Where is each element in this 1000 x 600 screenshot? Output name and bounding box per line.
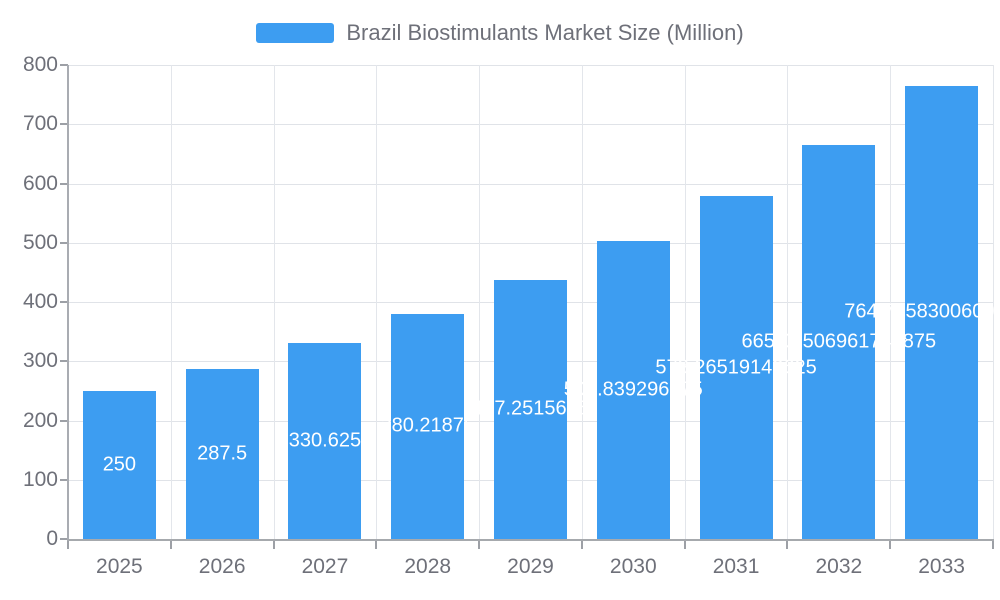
x-axis-tick [992,541,994,549]
bar-value-label: 764.75583006003156 [844,300,1000,323]
bar[interactable] [185,368,259,539]
bar[interactable] [494,279,567,539]
y-tick-label: 800 [22,53,58,76]
gridline-v [890,65,892,539]
y-axis-tick [60,64,68,66]
bar[interactable] [802,144,876,539]
bar-value-label: 502.839296875 [563,378,703,401]
gridline-v [170,65,172,539]
gridline-h [68,124,993,126]
x-axis-tick [67,541,69,549]
y-axis-tick [60,419,68,422]
bar-value-label: 250 [102,453,137,476]
x-axis-tick [272,541,275,549]
bar-value-label: 578.26519140625 [655,356,817,379]
x-tick-label: 2033 [918,555,965,578]
x-tick-label: 2028 [404,555,452,578]
bar-value-label: 287.5 [197,442,248,465]
x-axis-tick [889,541,892,549]
x-tick-label: 2025 [96,555,143,578]
x-tick-label: 2027 [301,555,349,578]
x-axis-tick [478,541,481,549]
bar-value-label: 380.21875 [380,414,475,437]
bar-value-label: 665.00506961741875 [741,330,937,353]
y-axis-tick [60,478,68,481]
x-axis [67,539,994,541]
x-tick-label: 2026 [198,555,246,578]
y-axis-tick [60,241,68,244]
y-tick-label: 300 [22,349,58,373]
y-axis [67,65,69,539]
y-axis-tick [60,301,68,303]
x-tick-label: 2029 [507,555,554,578]
bar[interactable] [82,390,156,539]
x-axis-tick [683,541,686,549]
x-axis-tick [786,541,789,549]
x-tick-label: 2031 [712,555,760,578]
x-axis-tick [169,541,172,549]
y-tick-label: 400 [22,290,58,313]
gridline-v [993,65,994,539]
y-axis-tick [60,182,68,185]
y-axis-tick [60,360,68,363]
x-tick-label: 2032 [815,555,863,578]
bar[interactable] [596,241,670,539]
y-axis-tick [60,538,68,540]
y-tick-label: 100 [22,467,58,491]
bar[interactable] [905,85,979,539]
gridline-v [787,65,789,539]
bar-value-label: 330.625 [288,429,362,452]
legend[interactable]: Brazil Biostimulants Market Size (Millio… [0,20,1000,46]
gridline-v [581,65,583,539]
bar[interactable] [288,343,362,539]
gridline-v [376,65,378,539]
bar[interactable] [391,313,465,539]
y-axis-tick [60,123,68,126]
x-tick-label: 2030 [609,555,657,578]
gridline-v [273,65,275,539]
y-tick-label: 600 [22,171,58,195]
bar-value-label: 437.2515625 [472,397,589,420]
gridline-v [479,65,481,539]
gridline-h [68,242,993,244]
gridline-h [68,183,993,185]
x-axis-tick [375,541,378,549]
legend-swatch-icon [256,23,335,43]
legend-label: Brazil Biostimulants Market Size (Millio… [346,20,744,45]
gridline-h [68,65,993,66]
y-tick-label: 200 [22,408,58,432]
y-tick-label: 0 [46,527,58,550]
y-tick-label: 500 [22,230,58,254]
y-tick-label: 700 [22,112,58,136]
x-axis-tick [580,541,583,549]
gridline-v [684,65,686,539]
bar[interactable] [699,196,773,539]
